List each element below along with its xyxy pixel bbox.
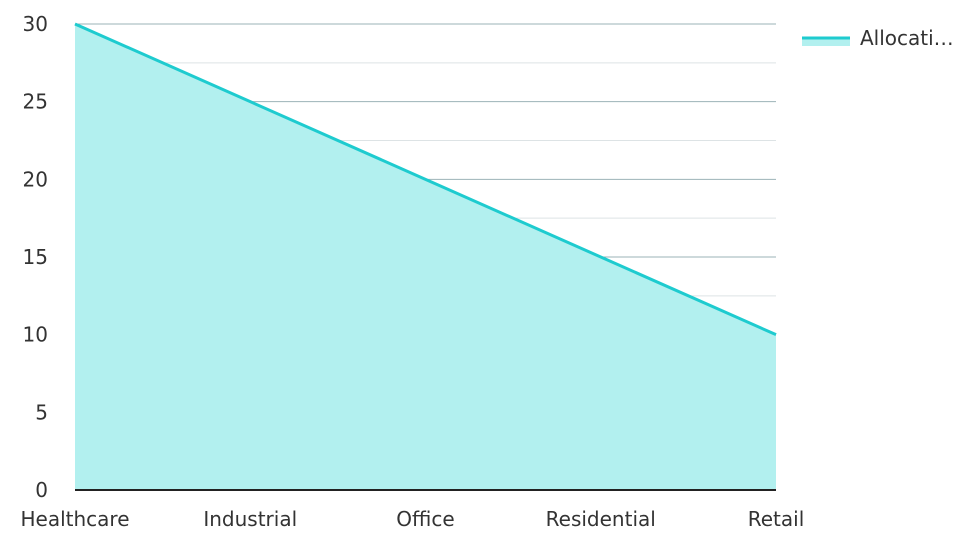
x-tick-label: Residential bbox=[546, 507, 656, 531]
legend-swatch bbox=[802, 38, 850, 46]
y-tick-label: 25 bbox=[23, 90, 48, 114]
legend[interactable]: Allocati… bbox=[802, 26, 954, 50]
y-tick-label: 0 bbox=[35, 478, 48, 502]
area-fill bbox=[75, 24, 776, 490]
series-line bbox=[74, 22, 777, 337]
x-tick-label: Office bbox=[396, 507, 454, 531]
y-tick-label: 5 bbox=[35, 400, 48, 424]
x-tick-label: Retail bbox=[748, 507, 805, 531]
axes: 0 5 10 15 20 25 30 Healthcare Industrial Office Re… bbox=[20, 12, 804, 531]
legend-label: Allocati… bbox=[860, 26, 954, 50]
y-tick-label: 10 bbox=[23, 323, 48, 347]
y-tick-label: 15 bbox=[23, 245, 48, 269]
y-tick-label: 30 bbox=[23, 12, 48, 36]
plot-area bbox=[74, 22, 777, 490]
y-tick-label: 20 bbox=[23, 167, 48, 191]
x-tick-label: Industrial bbox=[203, 507, 297, 531]
x-tick-label: Healthcare bbox=[20, 507, 129, 531]
